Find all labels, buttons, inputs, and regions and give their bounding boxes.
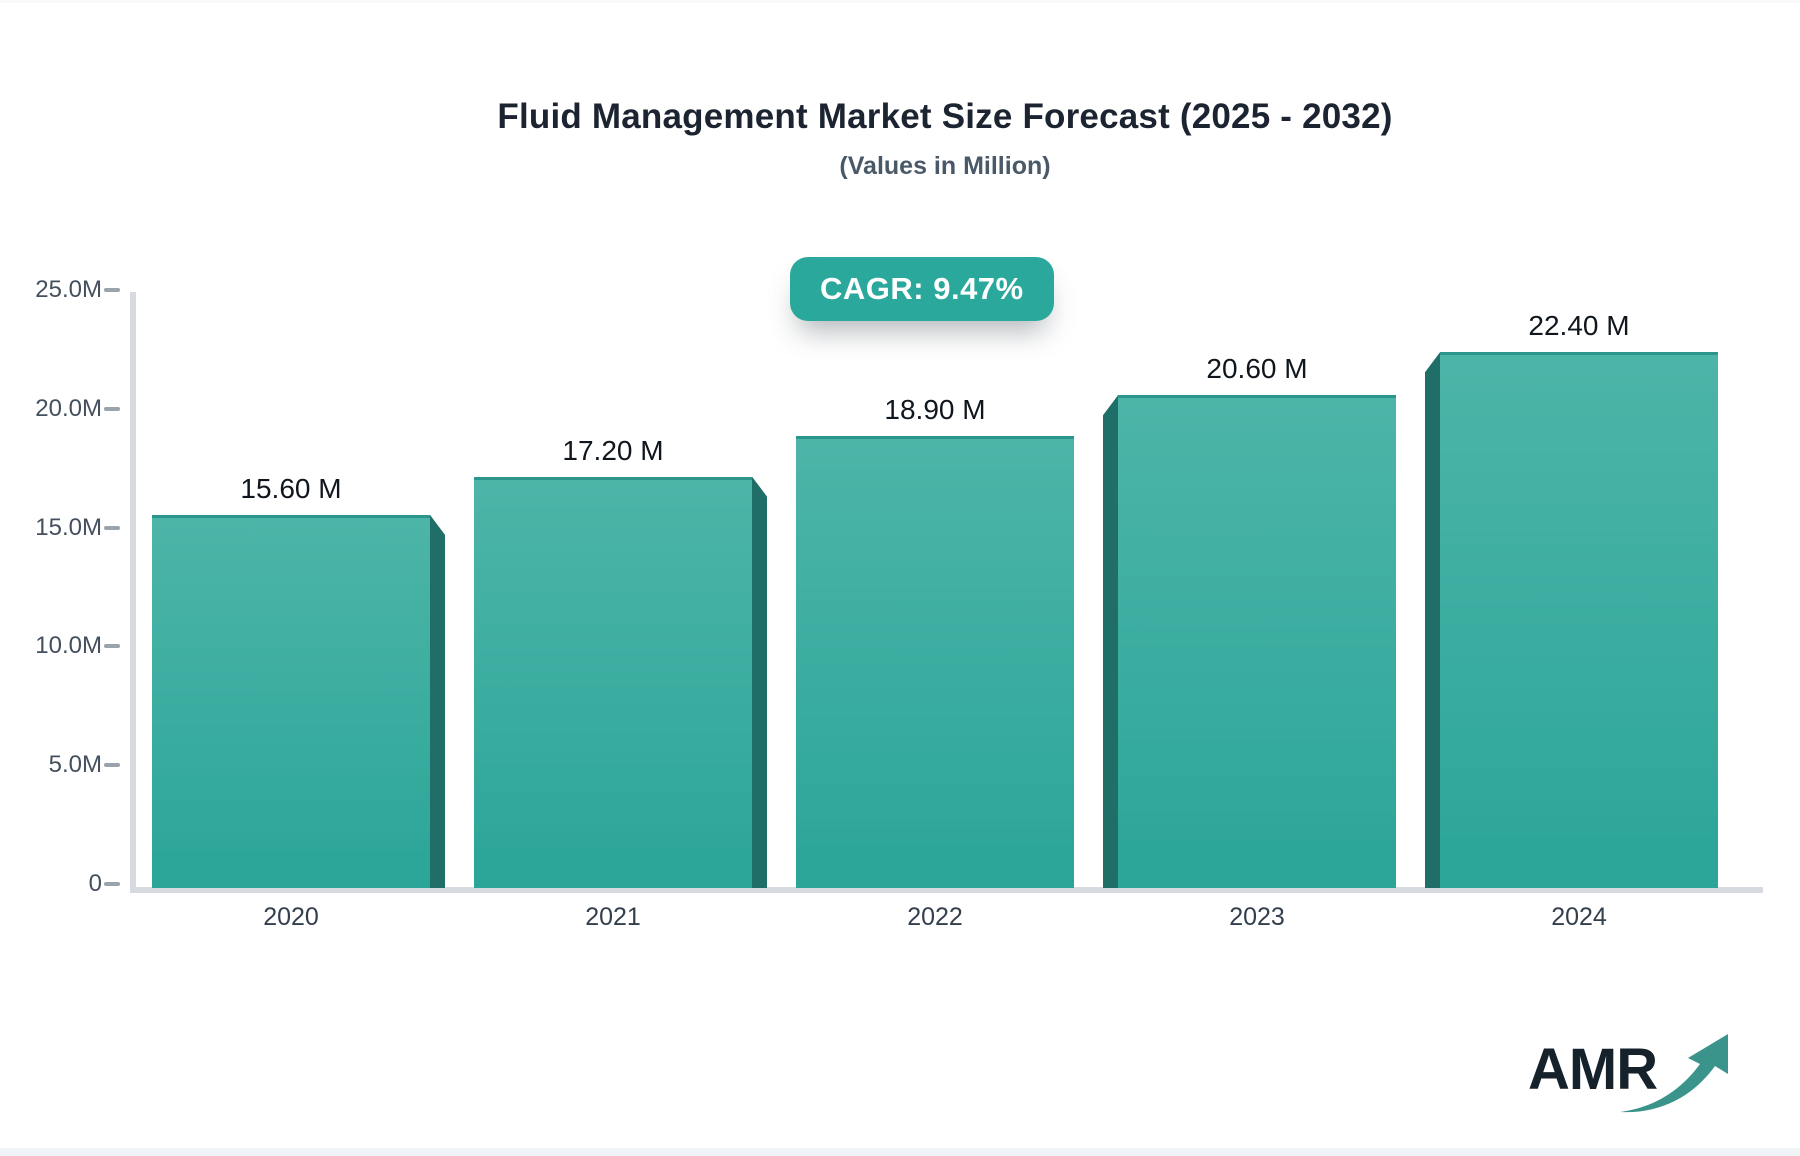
y-tick-mark xyxy=(104,525,120,530)
y-tick-mark xyxy=(104,882,120,886)
bar-2021[interactable] xyxy=(474,476,767,888)
x-axis-label-2022: 2022 xyxy=(907,903,963,931)
bar-face xyxy=(1118,395,1396,888)
chart-subtitle: (Values in Million) xyxy=(839,152,1051,180)
y-axis-line xyxy=(130,292,136,890)
bar-face xyxy=(474,476,752,888)
bar-value-label: 20.60 M xyxy=(1206,353,1308,385)
bar-face xyxy=(152,514,430,888)
y-tick-label: 5.0M xyxy=(48,751,102,779)
chart-header: Fluid Management Market Size Forecast (2… xyxy=(90,0,1800,180)
bar-2024[interactable] xyxy=(1425,352,1718,888)
y-tick-label: 25.0M xyxy=(35,276,102,303)
y-tick-mark xyxy=(104,406,120,411)
y-tick-mark xyxy=(104,763,120,768)
y-tick-label: 10.0M xyxy=(35,632,102,660)
chart-title: Fluid Management Market Size Forecast (2… xyxy=(497,97,1393,136)
cagr-badge: CAGR: 9.47% xyxy=(790,257,1054,321)
trend-arrow-icon xyxy=(1620,1034,1728,1113)
bar-3d-side xyxy=(752,476,767,888)
bar-3d-side xyxy=(430,514,445,888)
bar-3d-side xyxy=(1425,352,1440,888)
y-tick-label: 0 xyxy=(88,870,102,897)
x-axis-baseline xyxy=(130,887,1763,893)
y-tick-mark xyxy=(104,644,120,649)
bar-2023[interactable] xyxy=(1103,395,1396,888)
y-tick-label: 20.0M xyxy=(35,394,102,422)
bar-value-label: 17.20 M xyxy=(562,434,664,466)
page-edge-top xyxy=(0,0,1800,3)
bar-face xyxy=(796,435,1074,888)
amr-logo-text: AMR xyxy=(1528,1037,1658,1102)
amr-logo: AMR xyxy=(1528,1022,1738,1132)
y-tick-label: 15.0M xyxy=(35,513,102,541)
x-axis-label-2024: 2024 xyxy=(1551,903,1607,931)
bar-face xyxy=(1440,352,1718,888)
x-axis-label-2020: 2020 xyxy=(263,903,319,931)
bar-value-label: 22.40 M xyxy=(1528,310,1630,342)
bar-2020[interactable] xyxy=(152,514,445,888)
bar-value-label: 18.90 M xyxy=(884,393,986,425)
page-edge-bottom xyxy=(0,1148,1800,1156)
x-axis-label-2021: 2021 xyxy=(585,903,641,931)
bar-3d-side xyxy=(1103,395,1118,888)
bar-2022[interactable] xyxy=(796,435,1074,888)
bar-value-label: 15.60 M xyxy=(240,472,342,504)
x-axis-label-2023: 2023 xyxy=(1229,903,1285,931)
y-tick-mark xyxy=(104,288,120,292)
